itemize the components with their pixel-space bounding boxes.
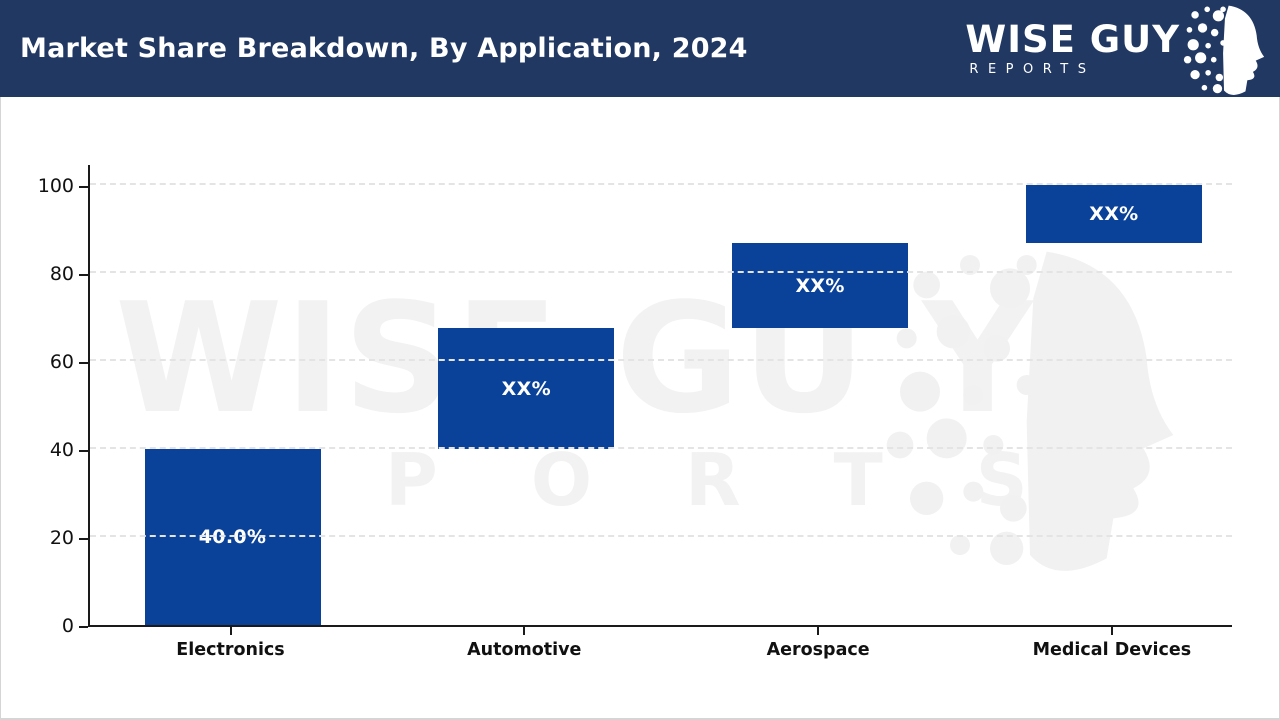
bar-value-label: XX% [795,274,845,297]
ytick-mark-40 [79,450,88,452]
bar-value-label: XX% [501,377,551,400]
bar-medical-devices: XX% [1025,185,1202,243]
ytick-label-20: 20 [49,527,74,549]
ytick-mark-20 [79,538,88,540]
category-label-electronics: Electronics [176,640,285,660]
xtick-mark [229,627,232,635]
ytick-mark-100 [79,186,88,188]
category-label-aerospace: Aerospace [766,640,870,660]
chart-plot-area: 40.0% XX% XX% XX% [88,165,1232,627]
ytick-label-40: 40 [49,439,74,461]
gridline-y80 [90,271,1232,273]
bar-aerospace: XX% [732,242,909,329]
gridline-y100 [90,183,1232,185]
gridline-y40 [90,447,1232,449]
ytick-label-0: 0 [61,615,74,637]
bar-value-label: 40.0% [198,526,267,548]
xtick-mark [1110,627,1113,635]
ytick-label-80: 80 [49,263,74,285]
ytick-label-100: 100 [37,175,74,197]
logo-face-icon [1183,5,1265,95]
category-label-medical-devices: Medical Devices [1032,640,1192,660]
ytick-label-60: 60 [49,351,74,373]
xtick-mark [523,627,526,635]
bar-electronics: 40.0% [144,449,321,625]
bar-automotive: XX% [438,328,615,449]
page-title: Market Share Breakdown, By Application, … [20,33,748,64]
ytick-mark-60 [79,362,88,364]
category-label-automotive: Automotive [467,640,582,660]
ytick-mark-0 [79,626,88,628]
bar-value-label: XX% [1089,202,1139,225]
header-bar: Market Share Breakdown, By Application, … [0,0,1280,97]
gridline-y60 [90,359,1232,361]
logo-text: WISE GUY REPORTS [965,21,1180,77]
wise-guy-reports-logo: WISE GUY REPORTS [965,0,1266,97]
logo-subtitle: REPORTS [969,61,1096,77]
gridline-y20 [90,535,1232,537]
logo-wordmark: WISE GUY [965,17,1180,61]
ytick-mark-80 [79,274,88,276]
xtick-mark [817,627,820,635]
